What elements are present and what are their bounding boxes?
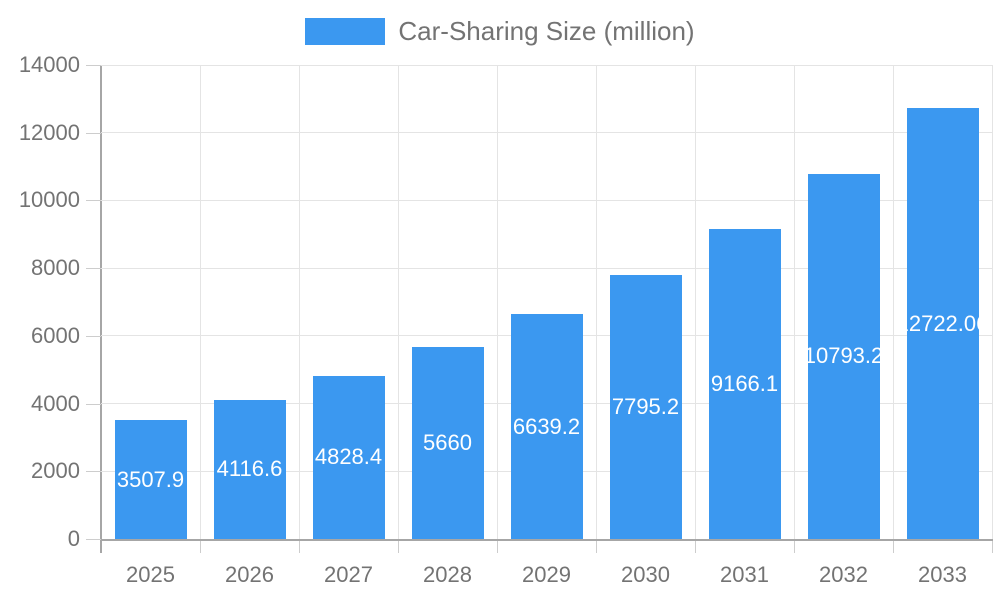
x-axis-label-2032: 2032	[819, 562, 868, 587]
y-axis-tick-8000	[86, 268, 101, 270]
h-gridline-10000	[101, 199, 992, 201]
y-axis-line	[100, 65, 102, 553]
x-axis-tick-4	[496, 541, 498, 553]
x-axis-label-2028: 2028	[423, 562, 472, 587]
bar-value-label-2032: 10793.2	[807, 343, 880, 369]
v-gridline-2	[298, 65, 300, 539]
bar-2028[interactable]: 5660	[411, 347, 484, 539]
y-axis-label-6000: 6000	[31, 322, 80, 348]
y-axis-tick-4000	[86, 403, 101, 405]
v-gridline-3	[397, 65, 399, 539]
v-gridline-9	[991, 65, 993, 539]
x-axis-tick-5	[595, 541, 597, 553]
x-axis-tick-3	[397, 541, 399, 553]
v-gridline-1	[199, 65, 201, 539]
x-axis-tick-1	[199, 541, 201, 553]
h-gridline-8000	[101, 267, 992, 269]
bar-2033[interactable]: 12722.06	[906, 108, 979, 539]
y-axis-label-8000: 8000	[31, 255, 80, 281]
legend-swatch	[305, 17, 386, 45]
bar-value-label-2027: 4828.4	[314, 444, 383, 470]
y-axis-tick-14000	[86, 65, 101, 66]
v-gridline-7	[793, 65, 795, 539]
bar-value-label-2029: 6639.2	[512, 413, 581, 439]
bar-2027[interactable]: 4828.4	[312, 375, 385, 539]
v-gridline-6	[694, 65, 696, 539]
bar-2026[interactable]: 4116.6	[213, 399, 286, 539]
y-axis-label-2000: 2000	[31, 458, 80, 484]
x-axis-label-2033: 2033	[918, 562, 967, 587]
bar-value-label-2028: 5660	[423, 430, 472, 456]
x-axis-tick-6	[694, 541, 696, 553]
bar-value-label-2033: 12722.06	[907, 310, 979, 336]
v-gridline-5	[595, 65, 597, 539]
x-axis-tick-0	[100, 541, 102, 553]
bar-value-label-2030: 7795.2	[611, 394, 680, 420]
bar-2030[interactable]: 7795.2	[609, 275, 682, 539]
x-axis-label-2029: 2029	[522, 562, 571, 587]
y-axis-tick-2000	[86, 471, 101, 473]
y-axis-tick-0	[86, 539, 101, 540]
x-axis-label-2030: 2030	[621, 562, 670, 587]
y-axis-label-0: 0	[67, 526, 80, 551]
x-axis-line	[100, 539, 993, 541]
x-axis-label-2031: 2031	[720, 562, 769, 587]
x-axis-tick-7	[793, 541, 795, 553]
legend-item[interactable]: Car-Sharing Size (million)	[0, 14, 1000, 48]
y-axis-tick-10000	[86, 200, 101, 202]
h-gridline-12000	[101, 132, 992, 134]
y-axis-label-12000: 12000	[18, 119, 80, 145]
y-axis-tick-6000	[86, 335, 101, 337]
legend-label: Car-Sharing Size (million)	[398, 15, 695, 46]
x-axis-label-2026: 2026	[225, 562, 274, 587]
bar-value-label-2026: 4116.6	[216, 456, 283, 482]
x-axis-tick-2	[298, 541, 300, 553]
y-axis-tick-12000	[86, 132, 101, 134]
y-axis-label-14000: 14000	[18, 52, 80, 77]
bar-2025[interactable]: 3507.9	[114, 420, 187, 539]
y-axis-label-10000: 10000	[18, 187, 80, 213]
bar-2031[interactable]: 9166.1	[708, 228, 781, 539]
h-gridline-14000	[101, 64, 992, 66]
bar-2032[interactable]: 10793.2	[807, 173, 880, 539]
x-axis-label-2025: 2025	[126, 562, 175, 587]
v-gridline-8	[892, 65, 894, 539]
bar-2029[interactable]: 6639.2	[510, 314, 583, 539]
x-axis-label-2027: 2027	[324, 562, 373, 587]
y-axis-label-4000: 4000	[31, 390, 80, 416]
plot-area: 3507.9 4116.6 4828.4 5660 6639.2 7795.2 9166.1…	[101, 64, 993, 539]
bar-value-label-2025: 3507.9	[116, 466, 185, 492]
x-axis-tick-9	[991, 541, 993, 553]
bar-value-label-2031: 9166.1	[710, 370, 779, 396]
x-axis-tick-8	[892, 541, 894, 553]
v-gridline-4	[496, 65, 498, 539]
